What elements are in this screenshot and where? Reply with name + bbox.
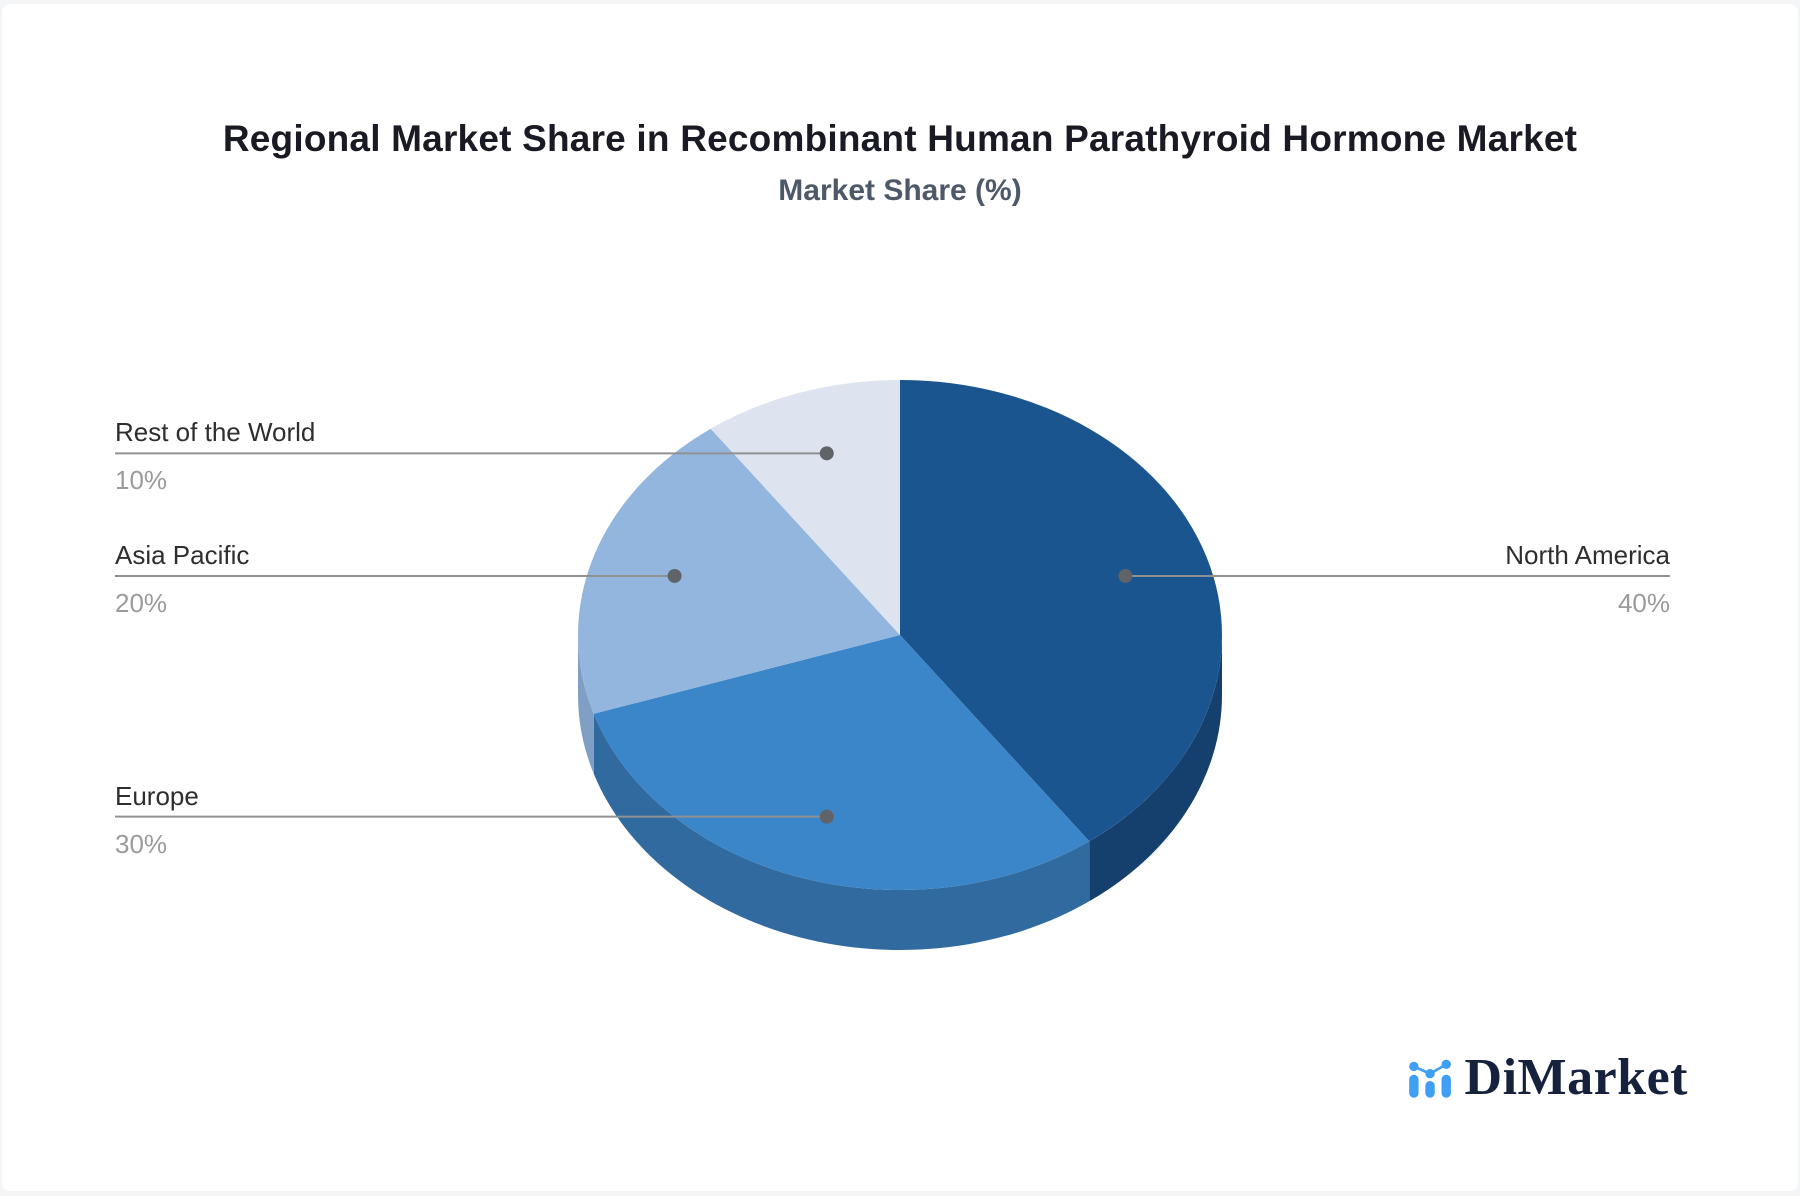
slice-name-label: Rest of the World — [115, 417, 316, 448]
slice-pct-label: 40% — [1617, 587, 1670, 618]
chart-subtitle: Market Share (%) — [778, 174, 1022, 207]
dimarket-logo: DiMarket — [1405, 1040, 1688, 1104]
pie-slice-label-group: Rest of the World 10% — [115, 416, 315, 495]
slice-pct-label: 20% — [115, 587, 168, 618]
pie-slice-asia-pacific[interactable] — [578, 428, 900, 714]
pie-slice-label-group: North America 40% — [1505, 539, 1670, 618]
slice-name-label: Europe — [115, 780, 199, 811]
leader-dot-north-america — [1118, 568, 1133, 583]
chart-title: Regional Market Share in Recombinant Hum… — [222, 118, 1578, 159]
pie-slice-label-group: Asia Pacific 20% — [115, 539, 249, 618]
pie-slice-label-group: Europe 30% — [115, 780, 199, 859]
leader-dot-europe — [819, 809, 834, 824]
logo-text: DiMarket — [1464, 1049, 1688, 1106]
pie-slice-rest-of-the-world[interactable] — [710, 380, 900, 635]
pie-slice-north-america[interactable] — [900, 380, 1222, 842]
pie-slice-europe[interactable] — [593, 635, 1090, 890]
slice-pct-label: 30% — [115, 828, 168, 859]
chart-header: Regional Market Share in Recombinant Hum… — [0, 0, 1800, 208]
pie-slice-side-asia-pacific — [578, 635, 594, 774]
pie-slice-side-north-america — [1089, 635, 1222, 902]
slice-pct-label: 10% — [115, 465, 168, 496]
bar-chart-logo-icon — [1408, 1059, 1451, 1098]
leader-dot-rest-of-the-world — [819, 446, 834, 461]
slice-name-label: North America — [1505, 539, 1670, 570]
leader-dot-asia-pacific — [667, 568, 682, 583]
slice-name-label: Asia Pacific — [115, 539, 250, 570]
pie-slice-side-europe — [593, 713, 1090, 951]
